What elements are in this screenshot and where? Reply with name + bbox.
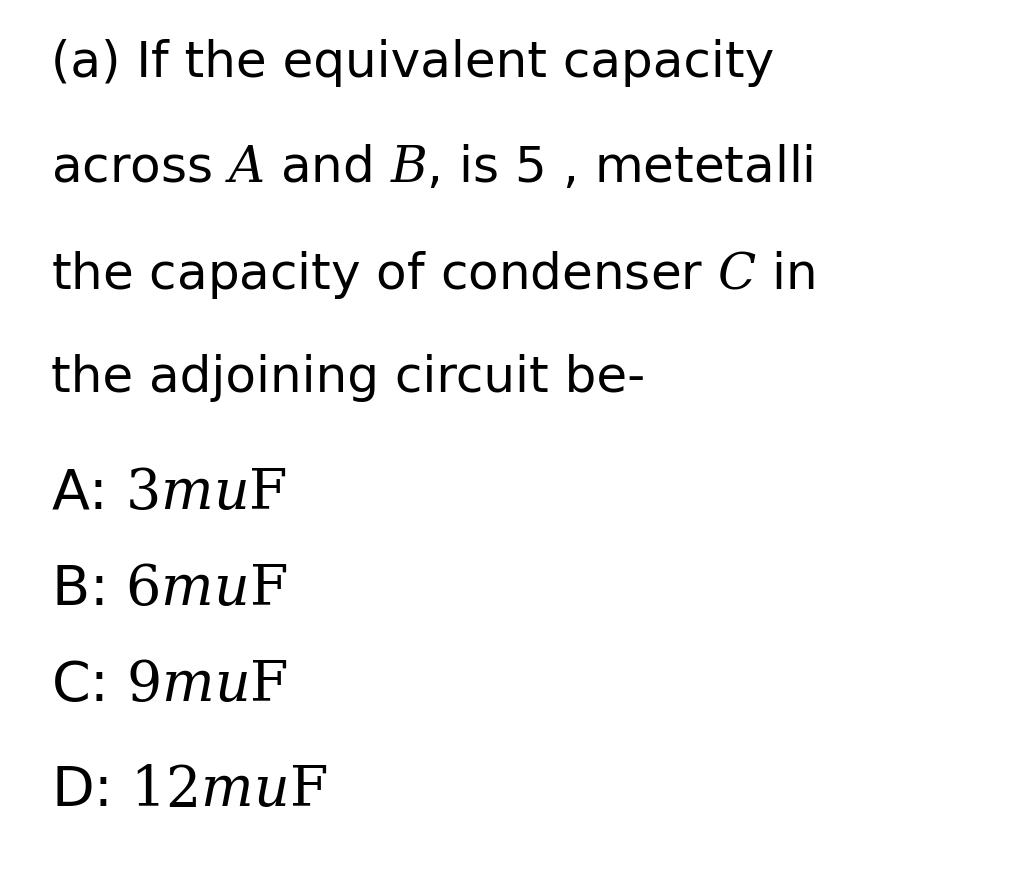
Text: D: $12\mathit{mu}\mathrm{F}$: D: $12\mathit{mu}\mathrm{F}$ (51, 764, 328, 818)
Text: B: $6\mathit{mu}\mathrm{F}$: B: $6\mathit{mu}\mathrm{F}$ (51, 563, 288, 617)
Text: the capacity of condenser $\mathit{C}$ in: the capacity of condenser $\mathit{C}$ i… (51, 249, 815, 301)
Text: (a) If the equivalent capacity: (a) If the equivalent capacity (51, 39, 774, 87)
Text: across $\mathit{A}$ and $\mathit{B}$, is 5 , metetalli: across $\mathit{A}$ and $\mathit{B}$, is… (51, 144, 813, 192)
Text: A: $3\mathit{mu}\mathrm{F}$: A: $3\mathit{mu}\mathrm{F}$ (51, 467, 288, 521)
Text: the adjoining circuit be-: the adjoining circuit be- (51, 354, 645, 402)
Text: C: $9\mathit{mu}\mathrm{F}$: C: $9\mathit{mu}\mathrm{F}$ (51, 659, 288, 713)
